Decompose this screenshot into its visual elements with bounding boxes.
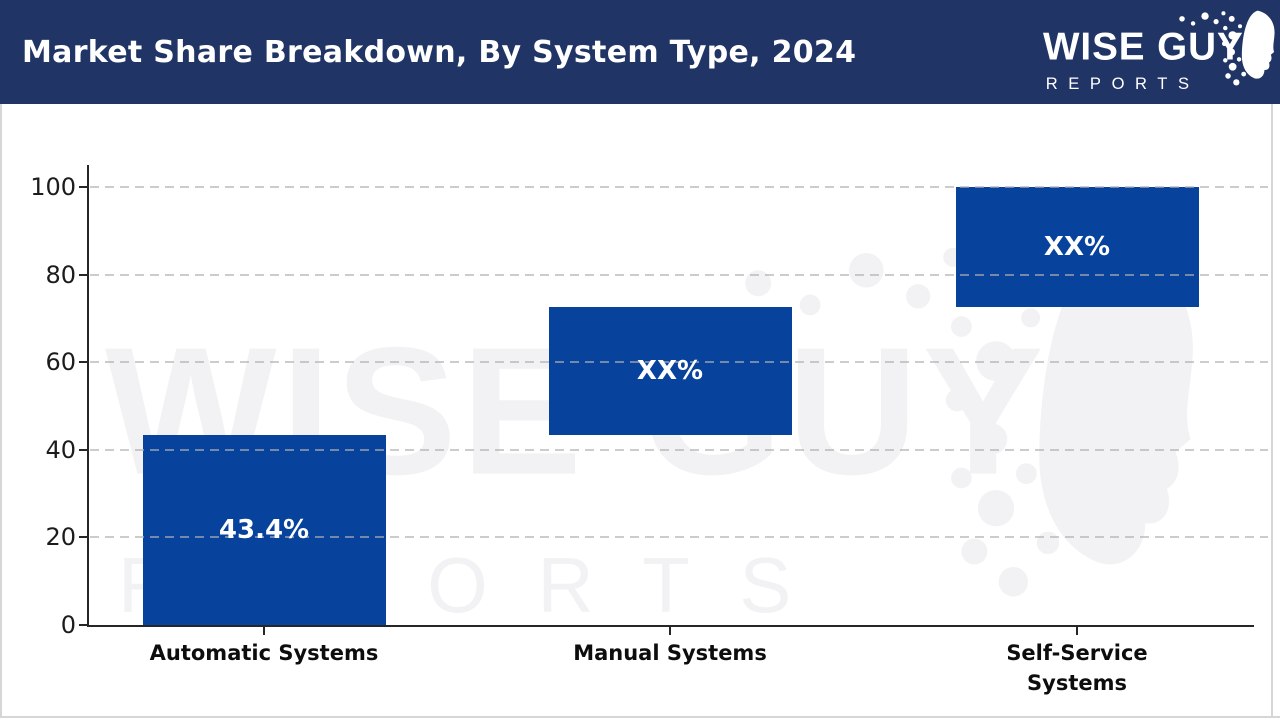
y-tick-mark-0: [79, 624, 87, 626]
y-tick-label-60: 60: [45, 348, 76, 377]
bar-value-label-2: XX%: [636, 355, 704, 386]
y-tick-mark-20: [79, 536, 87, 539]
category-label-line: Systems: [1027, 671, 1127, 696]
y-tick-label-40: 40: [45, 435, 76, 464]
category-label-3: Self-Service Systems: [927, 638, 1227, 699]
x-tick-mark-2: [669, 627, 671, 635]
category-label-line: Manual Systems: [573, 641, 767, 665]
x-tick-mark-3: [1076, 627, 1078, 635]
y-tick-label-80: 80: [45, 260, 76, 289]
category-label-2: Manual Systems: [520, 638, 820, 668]
wiseguy-reports-logo: [1043, 9, 1275, 95]
gridline-80: [90, 273, 1268, 276]
y-tick-mark-80: [79, 273, 87, 276]
y-tick-mark-60: [79, 361, 87, 364]
category-label-line: Automatic Systems: [149, 641, 379, 665]
gridline-100: [90, 186, 1268, 188]
x-tick-mark-1: [263, 627, 265, 635]
y-tick-label-20: 20: [45, 523, 76, 552]
y-tick-mark-100: [79, 186, 87, 188]
category-label-1: Automatic Systems: [114, 638, 414, 668]
x-axis-line: [87, 625, 1254, 627]
bar-value-label-3: XX%: [1043, 232, 1111, 262]
bar-value-label-1: 43.4%: [218, 514, 310, 545]
page-title: Market Share Breakdown, By System Type, …: [22, 34, 857, 70]
card-border-right: [1271, 104, 1273, 717]
y-tick-label-100: 100: [30, 173, 76, 201]
card-border-bottom: [0, 716, 1280, 718]
y-axis-line: [87, 165, 89, 627]
card-border-left: [0, 104, 2, 717]
header-bar: Market Share Breakdown, By System Type, …: [0, 0, 1280, 104]
y-tick-mark-40: [79, 448, 87, 451]
gridline-40: [90, 448, 1268, 451]
category-label-line: Self-Service: [1006, 641, 1148, 665]
y-tick-label-0: 0: [60, 611, 76, 639]
